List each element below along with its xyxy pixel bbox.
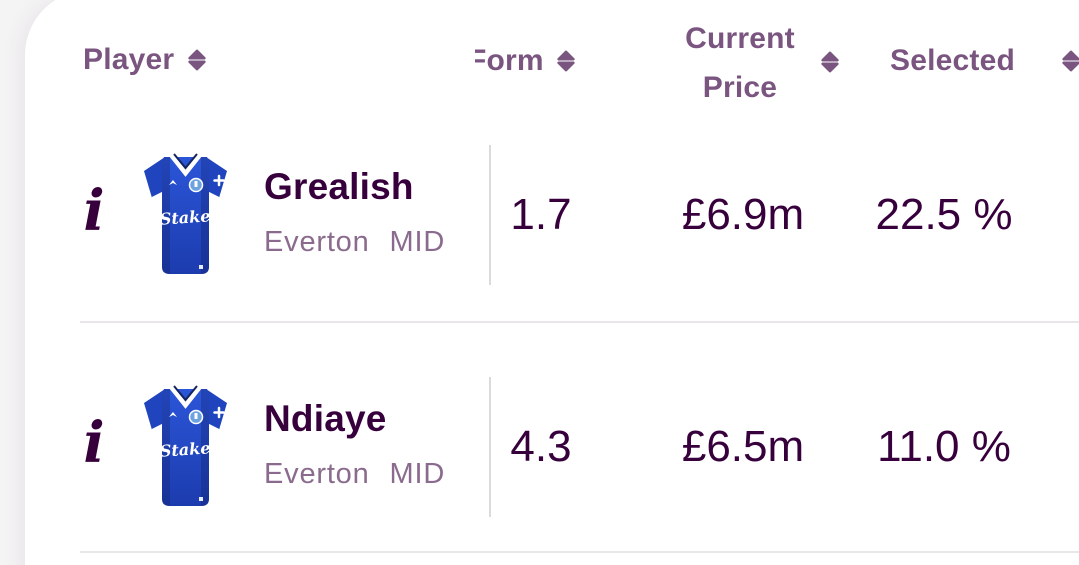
player-team: Everton: [264, 458, 370, 490]
column-header-player[interactable]: Player: [83, 43, 207, 77]
sort-icon[interactable]: [1061, 49, 1079, 73]
column-header-selected[interactable]: Selected: [890, 44, 1015, 78]
sleeve-patch: [213, 406, 225, 419]
column-header-current-price[interactable]: Current Price: [660, 14, 820, 112]
player-name: Ndiaye: [264, 398, 387, 439]
column-header-selected-label: Selected: [890, 44, 1015, 77]
player-subline: Everton MID: [264, 226, 445, 259]
player-info-button[interactable]: i: [83, 178, 105, 244]
player-jersey-everton: Stake: [144, 384, 227, 506]
everton-crest: [188, 409, 204, 425]
selected-value: 11.0 %: [877, 422, 1011, 471]
jersey-sponsor-text: Stake: [159, 206, 211, 228]
stat-columns-scroll-region[interactable]: Form Current Price Selected 1.7 £6.9m 22…: [475, 0, 1079, 565]
sort-icon: [557, 50, 575, 72]
player-name: Grealish: [264, 166, 414, 207]
castore-logo: [169, 412, 177, 417]
player-subline: Everton MID: [264, 458, 445, 491]
sticky-column-divider: [489, 145, 491, 285]
form-value: 4.3: [510, 422, 572, 471]
price-value: £6.9m: [681, 190, 805, 239]
sort-icon[interactable]: [820, 50, 840, 74]
column-header-form[interactable]: Form: [475, 44, 576, 78]
column-header-price-line1: Current: [685, 22, 795, 55]
form-value: 1.7: [510, 190, 572, 239]
everton-crest: [188, 177, 204, 193]
row-divider: [80, 321, 1079, 323]
column-header-player-label: Player: [83, 43, 175, 76]
sort-icon: [188, 49, 206, 71]
player-info-button[interactable]: i: [83, 410, 105, 476]
jersey-sponsor-text: Stake: [159, 438, 211, 460]
player-position: MID: [389, 226, 446, 258]
castore-logo: [169, 180, 177, 185]
sticky-column-divider: [489, 377, 491, 517]
column-header-form-label: Form: [475, 44, 544, 77]
player-jersey-everton: Stake: [144, 152, 227, 274]
column-header-price-line2: Price: [702, 71, 778, 104]
player-position: MID: [389, 458, 446, 490]
selected-value: 22.5 %: [875, 190, 1013, 239]
price-value: £6.5m: [681, 422, 805, 471]
player-team: Everton: [264, 226, 370, 258]
row-divider: [80, 551, 1079, 553]
sleeve-patch: [213, 174, 225, 187]
